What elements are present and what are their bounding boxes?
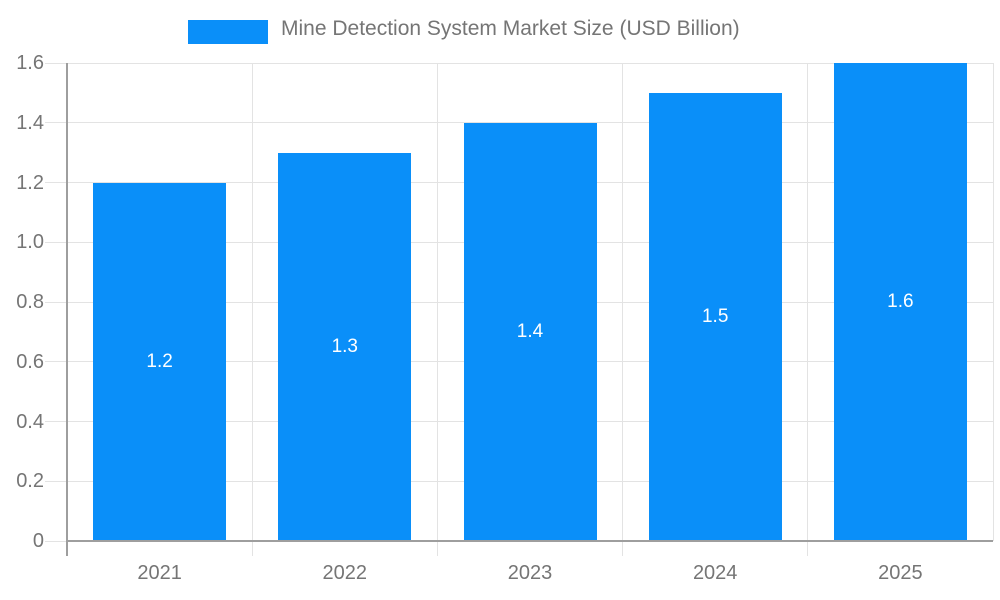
category-boundary-gridline [622,63,624,541]
x-axis-tick [622,541,624,556]
bar-value-label: 1.6 [887,291,914,312]
x-axis-tick [807,541,809,556]
y-axis-tick-label: 0.2 [16,470,44,493]
y-axis-tick-label: 0.8 [16,291,44,313]
x-axis-line [66,540,993,542]
category-boundary-gridline [251,63,253,541]
y-axis-tick-label: 0 [32,530,44,552]
y-axis-tick-label: 1.2 [16,171,44,194]
bar-2024[interactable] [648,92,782,541]
bar-value-label: 1.4 [516,320,544,342]
category-boundary-gridline [807,63,809,541]
legend[interactable]: Mine Detection System Market Size (USD B… [0,0,1000,55]
x-axis-tick-label: 2021 [137,562,182,584]
bar-2022[interactable] [278,152,412,541]
bar-value-label: 1.3 [331,335,358,357]
category-boundary-gridline [992,63,994,541]
legend-swatch[interactable] [188,20,268,44]
y-axis-tick-label: 1.6 [16,52,44,74]
bar-2021[interactable] [93,182,227,541]
y-axis-tick-label: 1.4 [16,111,44,134]
legend-series-label[interactable]: Mine Detection System Market Size (USD B… [281,17,740,40]
y-axis-line [66,63,68,556]
category-boundary-gridline [436,63,438,541]
bar-2025[interactable] [833,63,967,541]
bar-2023[interactable] [463,122,597,541]
x-axis-tick-label: 2025 [878,562,923,584]
y-gridline [45,62,993,64]
y-axis-tick-label: 0.4 [16,410,44,433]
x-axis-tick [436,541,438,556]
bar-value-label: 1.5 [701,305,729,327]
x-axis-tick-label: 2022 [322,562,368,584]
x-axis-tick [251,541,253,556]
y-axis-tick-label: 0.6 [16,350,44,373]
y-axis-tick-label: 1.0 [16,231,44,254]
x-axis-tick-label: 2024 [692,562,738,584]
x-axis-tick-label: 2023 [507,562,553,584]
bar-value-label: 1.2 [146,350,173,372]
